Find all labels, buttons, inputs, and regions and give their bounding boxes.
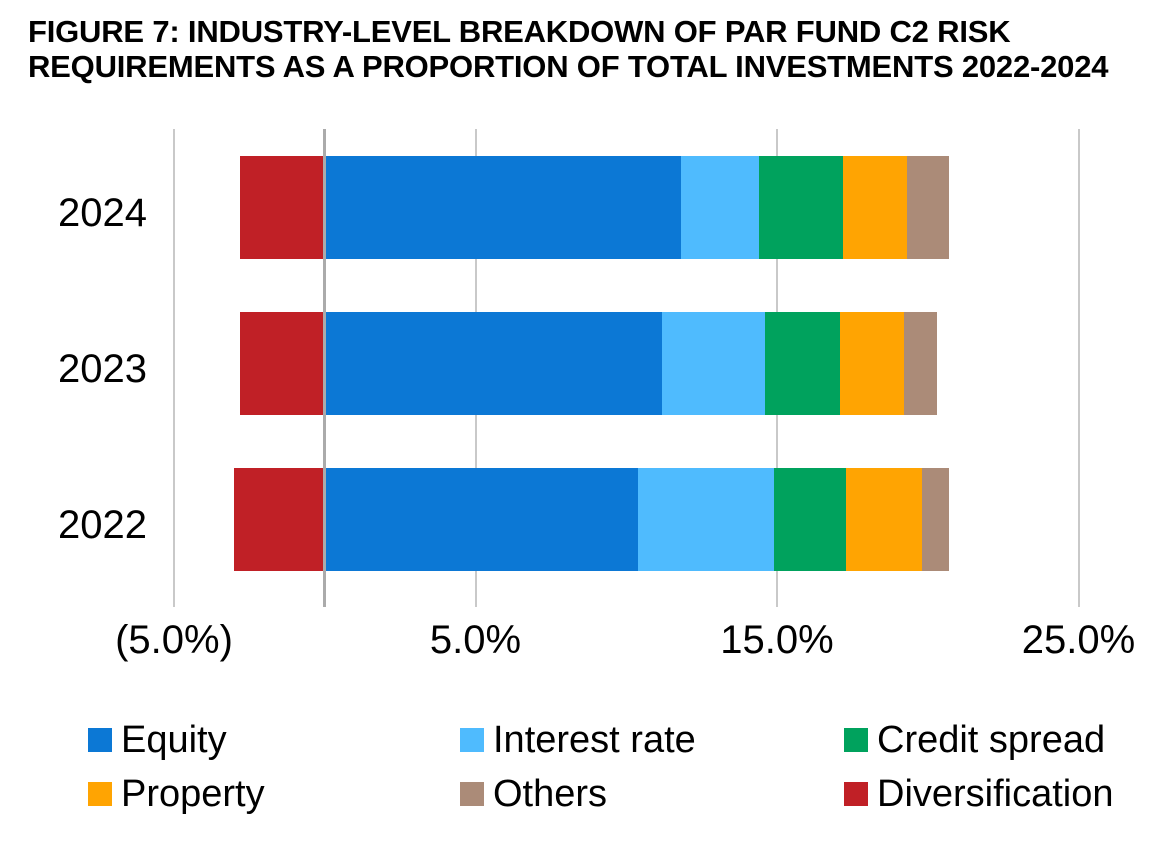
figure-title: FIGURE 7: INDUSTRY-LEVEL BREAKDOWN OF PA… bbox=[28, 14, 1108, 84]
segment-2023-equity bbox=[324, 312, 663, 415]
chart-legend: Equity Interest rate Credit spread Property… bbox=[0, 700, 1170, 830]
legend-label-interest-rate: Interest rate bbox=[493, 719, 696, 761]
legend-label-diversification: Diversification bbox=[877, 773, 1114, 815]
legend-item-equity: Equity bbox=[88, 721, 227, 759]
segment-2023-interest-rate bbox=[662, 312, 765, 415]
x-tick-label-5pct: 5.0% bbox=[429, 618, 522, 662]
segment-2022-credit-spread bbox=[773, 468, 847, 571]
x-tick-label-15pct: 15.0% bbox=[720, 618, 834, 662]
segment-2022-diversification bbox=[234, 468, 325, 571]
legend-swatch-interest-rate bbox=[460, 728, 484, 752]
legend-swatch-property bbox=[88, 782, 112, 806]
legend-swatch-others bbox=[460, 782, 484, 806]
legend-label-others: Others bbox=[493, 773, 608, 815]
legend-swatch-equity bbox=[88, 728, 112, 752]
legend-item-interest-rate: Interest rate bbox=[460, 721, 696, 759]
x-tick-label-minus5pct: (5.0%) bbox=[115, 618, 233, 662]
segment-2024-credit-spread bbox=[758, 156, 844, 259]
segment-2022-others bbox=[921, 468, 949, 571]
segment-2024-interest-rate bbox=[680, 156, 759, 259]
segment-2024-equity bbox=[324, 156, 681, 259]
category-label-2022: 2022 bbox=[58, 503, 147, 548]
gridline-minus5pct bbox=[173, 129, 175, 607]
legend-item-property: Property bbox=[88, 775, 265, 813]
legend-swatch-diversification bbox=[844, 782, 868, 806]
legend-item-others: Others bbox=[460, 775, 607, 813]
segment-2022-property bbox=[846, 468, 922, 571]
figure-title-line2: REQUIREMENTS AS A PROPORTION OF TOTAL IN… bbox=[28, 49, 1109, 84]
legend-label-equity: Equity bbox=[121, 719, 227, 761]
gridline-25pct bbox=[1077, 129, 1080, 607]
segment-2023-credit-spread bbox=[764, 312, 841, 415]
segment-2023-diversification bbox=[240, 312, 325, 415]
segment-2023-others bbox=[903, 312, 937, 415]
segment-2023-property bbox=[840, 312, 904, 415]
legend-swatch-credit-spread bbox=[844, 728, 868, 752]
segment-2024-property bbox=[843, 156, 907, 259]
x-tick-label-25pct: 25.0% bbox=[1021, 618, 1136, 662]
segment-2022-interest-rate bbox=[638, 468, 774, 571]
segment-2024-others bbox=[906, 156, 949, 259]
figure-title-line1: FIGURE 7: INDUSTRY-LEVEL BREAKDOWN OF PA… bbox=[28, 14, 1011, 49]
category-label-2024: 2024 bbox=[58, 191, 147, 236]
category-label-2023: 2023 bbox=[58, 347, 147, 392]
legend-item-credit-spread: Credit spread bbox=[844, 721, 1105, 759]
legend-label-property: Property bbox=[121, 773, 265, 815]
segment-2024-diversification bbox=[240, 156, 325, 259]
legend-item-diversification: Diversification bbox=[844, 775, 1114, 813]
segment-2022-equity bbox=[324, 468, 639, 571]
legend-label-credit-spread: Credit spread bbox=[877, 719, 1106, 761]
zero-axis-line bbox=[323, 129, 327, 607]
